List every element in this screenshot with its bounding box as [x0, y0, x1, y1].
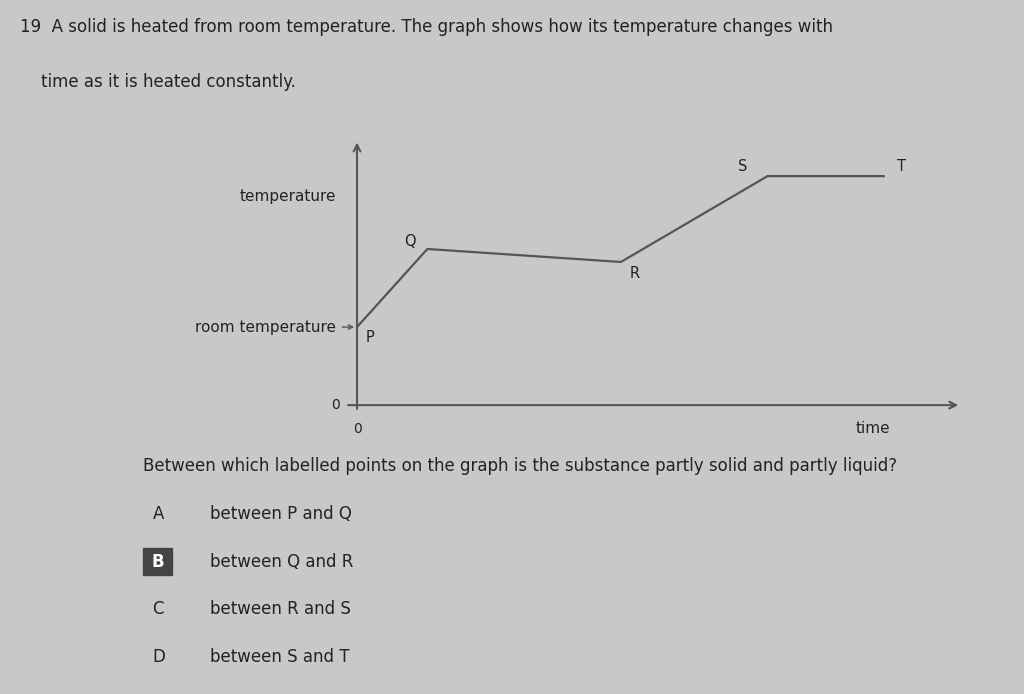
Text: temperature: temperature: [240, 189, 337, 205]
Text: D: D: [153, 648, 166, 666]
Text: room temperature: room temperature: [196, 319, 337, 335]
Text: P: P: [366, 330, 375, 345]
Text: 0: 0: [352, 421, 361, 436]
Text: C: C: [153, 600, 164, 618]
Text: S: S: [738, 160, 748, 174]
Text: between P and Q: between P and Q: [210, 505, 352, 523]
Text: time: time: [856, 421, 891, 436]
Text: Q: Q: [403, 234, 416, 248]
Text: A: A: [153, 505, 164, 523]
Text: 0: 0: [331, 398, 339, 412]
Text: time as it is heated constantly.: time as it is heated constantly.: [20, 73, 296, 91]
Text: B: B: [152, 552, 164, 570]
Text: between Q and R: between Q and R: [210, 552, 353, 570]
Text: Between which labelled points on the graph is the substance partly solid and par: Between which labelled points on the gra…: [143, 457, 897, 475]
Text: R: R: [630, 266, 640, 281]
Text: 19  A solid is heated from room temperature. The graph shows how its temperature: 19 A solid is heated from room temperatu…: [20, 18, 834, 35]
Text: T: T: [897, 160, 905, 174]
Bar: [143, 548, 172, 575]
Text: between S and T: between S and T: [210, 648, 349, 666]
Text: between R and S: between R and S: [210, 600, 351, 618]
